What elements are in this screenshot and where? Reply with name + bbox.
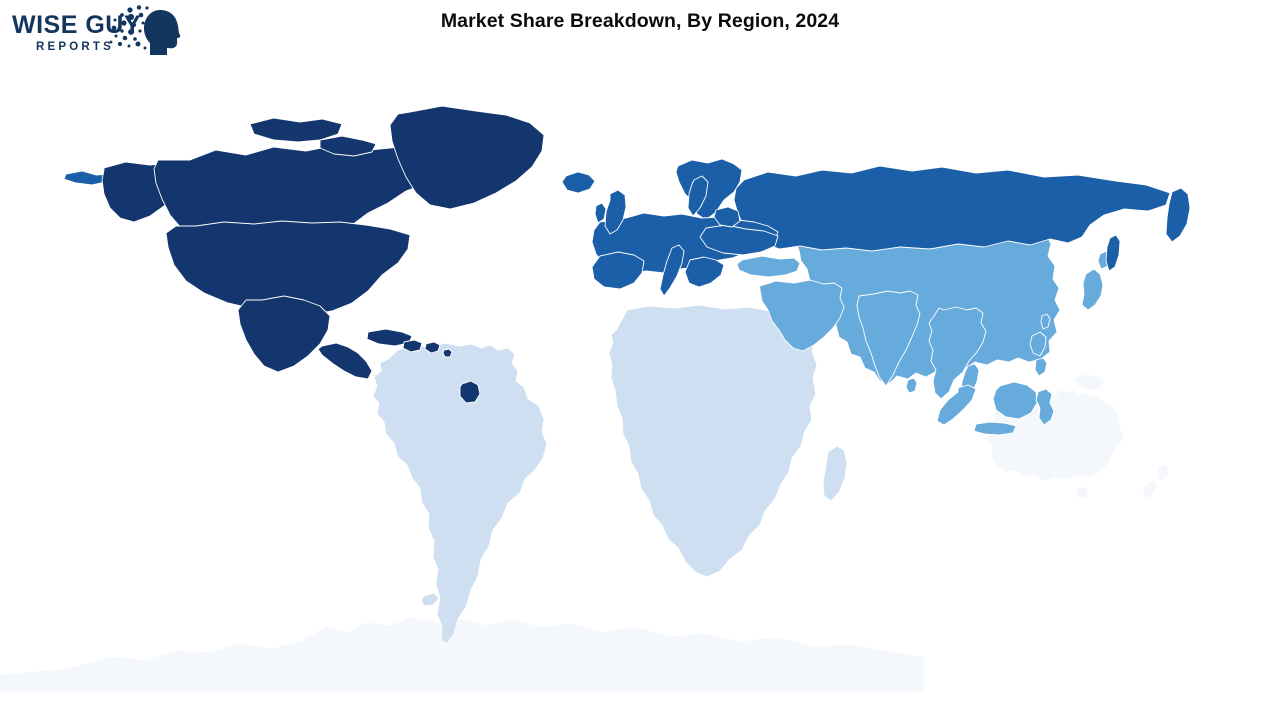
logo-wordmark-primary: WISE GUY (12, 11, 141, 39)
region-north-america[interactable] (101, 105, 545, 380)
highlight-french-guiana (459, 380, 481, 404)
logo-dot-cloud (107, 5, 149, 50)
page-title: Market Share Breakdown, By Region, 2024 (440, 10, 840, 32)
region-russia[interactable] (733, 165, 1191, 272)
wise-guy-reports-logo[interactable]: WISE GUY REPORTS (10, 4, 195, 56)
region-europe[interactable] (561, 158, 779, 297)
world-choropleth-map (0, 48, 1280, 720)
logo-wordmark-secondary: REPORTS (36, 41, 114, 53)
head-profile-icon (144, 10, 181, 55)
region-africa[interactable] (608, 304, 848, 578)
figure-header: WISE GUY REPORTS (0, 0, 1280, 58)
highlight-aleutian-islands (63, 170, 109, 186)
region-antarctica[interactable] (0, 616, 926, 694)
region-south-america[interactable] (372, 342, 548, 645)
